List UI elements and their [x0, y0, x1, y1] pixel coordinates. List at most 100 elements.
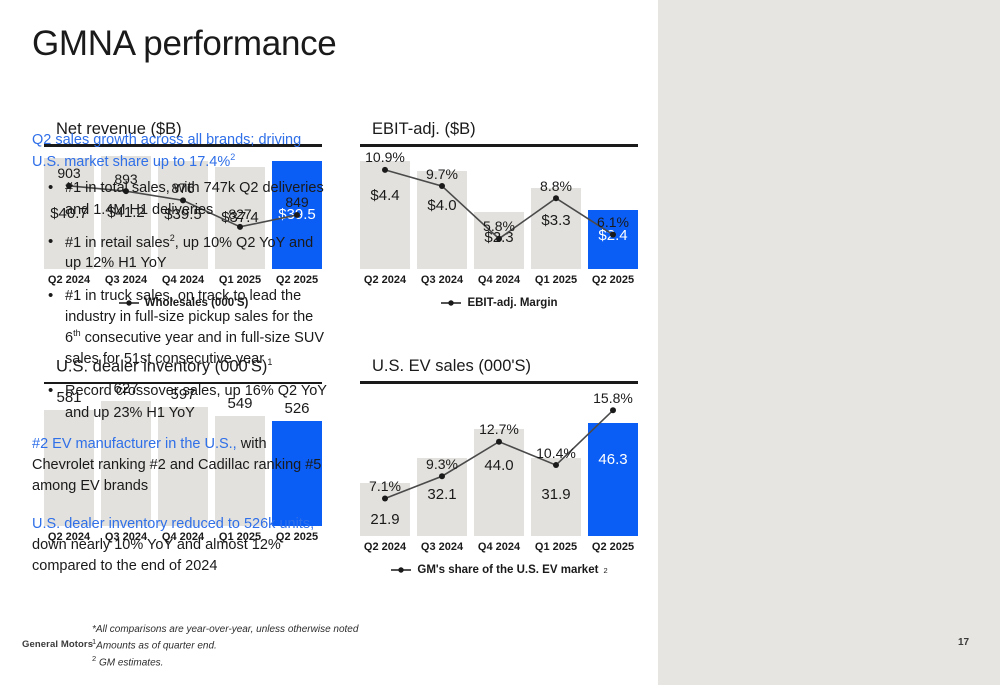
- chart-divider: [360, 381, 638, 384]
- sidebar-panel: [658, 0, 1000, 685]
- x-axis-label: Q4 2024: [477, 274, 521, 286]
- x-axis-label: Q4 2024: [161, 274, 205, 286]
- x-axis-labels-dealer-inventory: Q2 2024 Q3 2024 Q4 2024 Q1 2025 Q2 2025: [44, 531, 322, 543]
- list-item: Record crossover sales, up 16% Q2 YoY an…: [46, 380, 328, 423]
- x-axis-label: Q2 2025: [591, 541, 635, 553]
- list-item: #1 in truck sales, on track to lead the …: [46, 285, 328, 369]
- chart-divider: [44, 144, 322, 147]
- brand-label: General Motors: [22, 639, 94, 650]
- sidebar-heading-inventory-blue: U.S. dealer inventory reduced to 526k un…: [32, 516, 315, 532]
- chart-divider: [360, 144, 638, 147]
- x-axis-labels-ebit-adj: Q2 2024 Q3 2024 Q4 2024 Q1 2025 Q2 2025: [360, 274, 638, 286]
- bullet-text-pre: #1 in truck sales, on track to lead the …: [65, 287, 314, 346]
- chart-title-text: U.S. EV sales (000'S): [372, 357, 532, 375]
- x-axis-labels-us-ev-sales: Q2 2024 Q3 2024 Q4 2024 Q1 2025 Q2 2025: [360, 541, 638, 553]
- line-value-label: 9.3%: [426, 455, 458, 472]
- x-axis-label: Q3 2024: [420, 274, 464, 286]
- line-value-label: 10.9%: [365, 149, 405, 166]
- bar-highlighted: 526: [272, 420, 322, 526]
- x-axis-label: Q1 2025: [534, 541, 578, 553]
- x-axis-label: Q4 2024: [477, 541, 521, 553]
- x-axis-label: Q1 2025: [218, 274, 262, 286]
- chart-title-ebit-adj: EBIT-adj. ($B): [372, 120, 638, 139]
- line-value-label: 10.4%: [536, 444, 576, 461]
- x-axis-label: Q2 2025: [275, 274, 319, 286]
- x-axis-label: Q1 2025: [534, 274, 578, 286]
- x-axis-label: Q1 2025: [218, 531, 262, 543]
- legend-label: GM's share of the U.S. EV market: [417, 564, 599, 576]
- sidebar-heading-inventory-plain: down nearly 10% YoY and almost 12% compa…: [32, 537, 281, 575]
- legend-line-marker-icon: [441, 300, 462, 306]
- page-title: GMNA performance: [32, 24, 337, 63]
- x-axis-label: Q3 2024: [420, 541, 464, 553]
- legend-line-marker-icon: [391, 567, 412, 573]
- line-value-label: 15.8%: [593, 389, 633, 406]
- plot-area-ebit-adj: $4.4 $4.0 $2.3 $3.3 $2.4 10.9% 9.7% 5.8% 8.8% 6.1…: [360, 149, 638, 269]
- bar-value-label: $4.0: [427, 196, 457, 214]
- bar-column: $2.4: [588, 149, 638, 269]
- sidebar-bullet-list: #1 in total sales, with 747k Q2 deliveri…: [46, 177, 328, 435]
- line-value-label: 8.8%: [540, 177, 572, 194]
- bar-column: 597: [158, 386, 208, 526]
- bullet-text-post: consecutive year and in full-size SUV sa…: [65, 329, 324, 367]
- legend-label-superscript: 2: [603, 565, 608, 575]
- chart-title-net-revenue: Net revenue ($B): [56, 120, 322, 139]
- bar-column: $3.3: [531, 149, 581, 269]
- bar-value-label: 21.9: [370, 510, 400, 528]
- footnote-1-superscript: 1: [92, 637, 97, 647]
- bar-column: 581: [44, 386, 94, 526]
- footnote-2-superscript: 2: [92, 653, 97, 663]
- line-value-label: 5.8%: [483, 218, 515, 235]
- bar-value-label: 31.9: [541, 486, 571, 504]
- bullet-text-pre: Record crossover sales, up 16% Q2 YoY an…: [65, 383, 327, 421]
- bullet-text-pre: #1 in retail sales: [65, 234, 170, 251]
- x-axis-label: Q2 2024: [47, 531, 91, 543]
- bar: 549: [215, 416, 265, 526]
- page-number: 17: [958, 637, 970, 648]
- x-axis-label: Q3 2024: [104, 274, 148, 286]
- bar-column: 526: [272, 386, 322, 526]
- bullet-text-post: , up 10% Q2 YoY and up 12% H1 YoY: [65, 234, 314, 272]
- list-item: #1 in total sales, with 747k Q2 deliveri…: [46, 177, 328, 220]
- legend-ebit-adj: EBIT-adj. Margin: [360, 297, 638, 309]
- line-value-label: 6.1%: [597, 214, 629, 231]
- x-axis-label: Q4 2024: [161, 531, 205, 543]
- chart-ebit-adj: EBIT-adj. ($B) $4.4 $4.0 $2.3 $3.3 $2.4 10.9%…: [360, 120, 638, 309]
- sidebar-heading-ev-plain: with Chevrolet ranking #2 and Cadillac r…: [32, 436, 322, 495]
- sidebar-heading-sales-text: Q2 sales growth across all brands; drivi…: [32, 132, 302, 170]
- chart-us-ev-sales: U.S. EV sales (000'S) 21.9 32.1 44.0 31.9 46…: [360, 357, 638, 576]
- bar-column: 549: [215, 386, 265, 526]
- legend-us-ev-sales: GM's share of the U.S. EV market 2: [360, 564, 638, 576]
- sidebar-heading-sales: Q2 sales growth across all brands; drivi…: [32, 130, 322, 173]
- x-axis-label: Q2 2024: [363, 541, 407, 553]
- chart-title-text: EBIT-adj. ($B): [372, 120, 476, 138]
- list-item: #1 in retail sales2, up 10% Q2 YoY and u…: [46, 231, 328, 274]
- bar-highlighted: 46.3: [588, 423, 638, 536]
- x-axis-label: Q2 2025: [591, 274, 635, 286]
- footnote-2: 2 GM estimates.: [92, 654, 358, 671]
- bar: 31.9: [531, 458, 581, 536]
- line-value-label: 7.1%: [369, 478, 401, 495]
- plot-area-us-ev-sales: 21.9 32.1 44.0 31.9 46.3 7.1% 9.3% 12.7% 10.4% 15…: [360, 386, 638, 536]
- sidebar-heading-ev-blue: #2 EV manufacturer in the U.S.,: [32, 436, 237, 452]
- bullet-superscript: th: [73, 328, 81, 339]
- sidebar-heading-sales-superscript: 2: [230, 152, 236, 163]
- footnote-1-text: Amounts as of quarter end.: [96, 640, 217, 652]
- sidebar-heading-inventory: U.S. dealer inventory reduced to 526k un…: [32, 514, 322, 577]
- line-value-label: 9.7%: [426, 165, 458, 182]
- legend-label: EBIT-adj. Margin: [467, 297, 558, 309]
- bar: 597: [158, 406, 208, 526]
- line-value-label: 12.7%: [479, 421, 519, 438]
- footnote-1: 1Amounts as of quarter end.: [92, 637, 358, 654]
- chart-title-text: Net revenue ($B): [56, 120, 182, 138]
- x-axis-label: Q2 2024: [363, 274, 407, 286]
- bar-value-label: $4.4: [370, 186, 400, 204]
- footnote-2-text: GM estimates.: [96, 657, 164, 669]
- bar: 581: [44, 409, 94, 526]
- x-axis-labels-net-revenue: Q2 2024 Q3 2024 Q4 2024 Q1 2025 Q2 2025: [44, 274, 322, 286]
- bullet-text-pre: #1 in total sales, with 747k Q2 deliveri…: [65, 180, 324, 218]
- chart-title-us-ev-sales: U.S. EV sales (000'S): [372, 357, 638, 376]
- sidebar-heading-ev: #2 EV manufacturer in the U.S., with Che…: [32, 434, 322, 497]
- x-axis-label: Q3 2024: [104, 531, 148, 543]
